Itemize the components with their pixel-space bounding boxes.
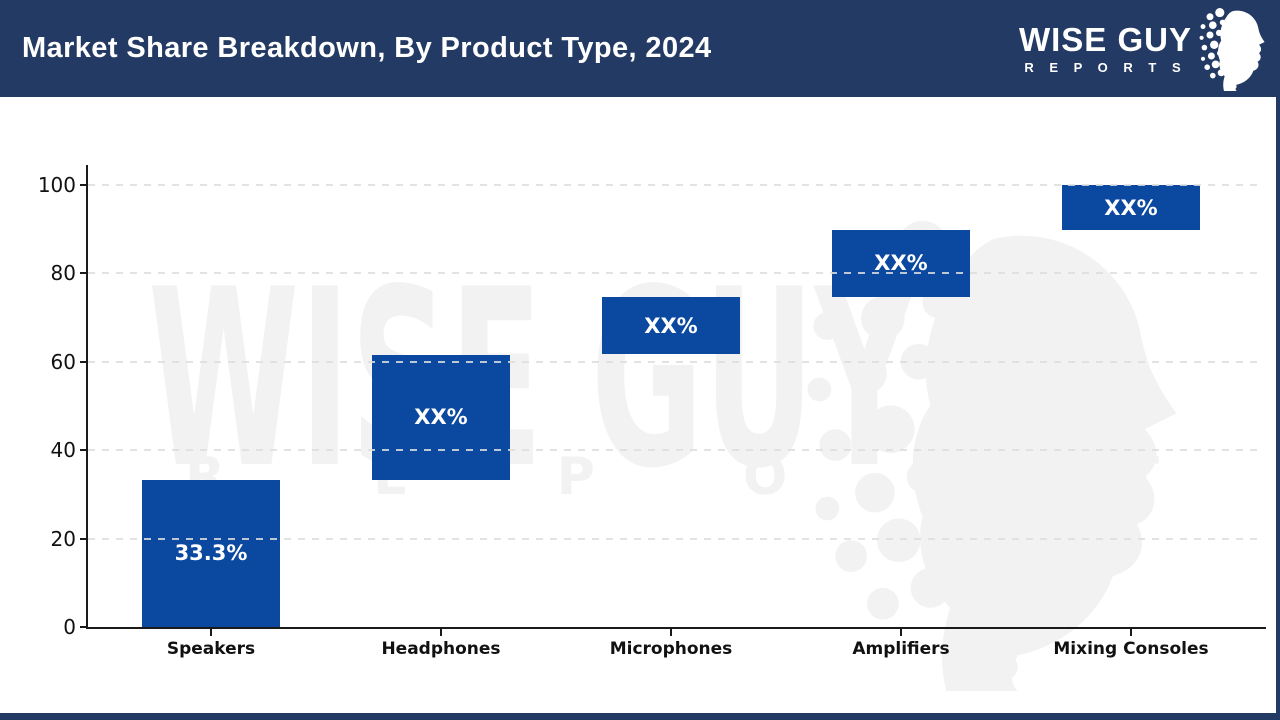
bar-value-label-microphones: XX% bbox=[644, 313, 698, 338]
watermark-text-line1: WISE GUY bbox=[148, 237, 915, 522]
x-axis-label-mixing-consoles: Mixing Consoles bbox=[1053, 639, 1209, 659]
logo-text: WISE GUY R E P O R T S bbox=[1018, 21, 1192, 76]
x-axis-tick-microphones bbox=[670, 629, 672, 636]
brand-logo: WISE GUY R E P O R T S bbox=[1019, 6, 1268, 92]
y-axis-tick-60 bbox=[80, 360, 87, 363]
x-axis-line bbox=[86, 627, 1266, 629]
footer-bar bbox=[0, 713, 1280, 720]
y-axis-tick-40 bbox=[80, 449, 87, 452]
bar-value-label-headphones: XX% bbox=[414, 405, 468, 430]
y-axis-tick-0 bbox=[80, 626, 87, 628]
gridline-80 bbox=[88, 272, 1264, 275]
bar-mixing-consoles: XX% bbox=[1062, 185, 1200, 231]
y-axis-tick-80 bbox=[80, 272, 87, 275]
x-axis-label-speakers: Speakers bbox=[166, 639, 256, 659]
header-bar: Market Share Breakdown, By Product Type,… bbox=[0, 0, 1280, 97]
bar-speakers: 33.3% bbox=[142, 479, 280, 627]
logo-head-icon bbox=[1194, 7, 1268, 91]
y-axis-tick-label-60: 60 bbox=[50, 349, 76, 374]
bar-value-label-mixing-consoles: XX% bbox=[1104, 195, 1158, 220]
logo-wordmark: WISE GUY bbox=[1018, 21, 1192, 58]
x-axis-tick-amplifiers bbox=[900, 629, 902, 636]
gridline-40 bbox=[88, 449, 1264, 452]
logo-subtext: R E P O R T S bbox=[1024, 60, 1187, 75]
y-axis-tick-label-20: 20 bbox=[50, 526, 76, 551]
y-axis-tick-100 bbox=[80, 184, 87, 186]
x-axis-label-headphones: Headphones bbox=[381, 639, 501, 659]
gridline-20 bbox=[88, 537, 1264, 540]
bar-amplifiers: XX% bbox=[832, 230, 970, 297]
y-axis-tick-label-100: 100 bbox=[37, 173, 76, 197]
y-axis-tick-20 bbox=[80, 537, 87, 540]
x-axis-label-microphones: Microphones bbox=[609, 639, 733, 659]
y-axis-tick-label-0: 0 bbox=[63, 615, 76, 639]
right-border-strip bbox=[1276, 97, 1280, 713]
y-axis-line bbox=[86, 165, 88, 629]
bar-headphones: XX% bbox=[372, 354, 510, 480]
bar-value-label-amplifiers: XX% bbox=[874, 251, 928, 276]
x-axis-tick-speakers bbox=[210, 629, 212, 636]
gridline-60 bbox=[88, 360, 1264, 363]
watermark-head-icon bbox=[760, 215, 1212, 691]
x-axis-tick-mixing-consoles bbox=[1130, 629, 1132, 636]
x-axis-label-amplifiers: Amplifiers bbox=[852, 639, 950, 659]
bar-microphones: XX% bbox=[602, 297, 740, 354]
y-axis-tick-label-40: 40 bbox=[50, 438, 76, 463]
x-axis-tick-headphones bbox=[440, 629, 442, 636]
page-title: Market Share Breakdown, By Product Type,… bbox=[22, 32, 712, 64]
y-axis-tick-label-80: 80 bbox=[50, 261, 76, 286]
chart-canvas: WISE GUY R E P O R T S 33.3%XX%XX%XX%XX%… bbox=[0, 97, 1276, 713]
bar-value-label-speakers: 33.3% bbox=[174, 541, 248, 566]
gridline-100 bbox=[88, 184, 1264, 186]
